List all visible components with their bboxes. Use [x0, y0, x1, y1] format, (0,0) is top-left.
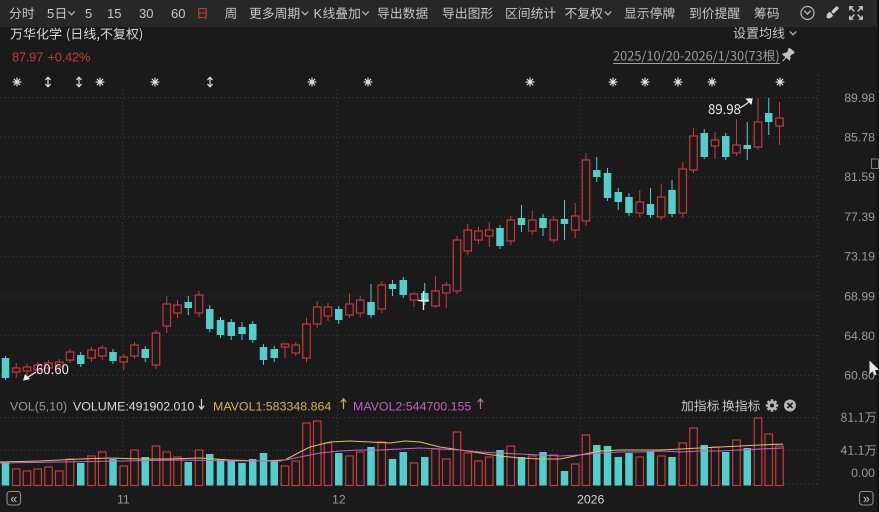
- svg-text:81.59: 81.59: [844, 170, 875, 184]
- svg-text:5: 5: [47, 6, 54, 21]
- svg-text:+0.42%: +0.42%: [48, 50, 91, 65]
- svg-text:VOL(5,10): VOL(5,10): [10, 400, 67, 414]
- svg-text:MAVOL1:583348.864: MAVOL1:583348.864: [213, 400, 331, 414]
- svg-text:87.97: 87.97: [12, 50, 43, 65]
- svg-text:15: 15: [107, 6, 121, 21]
- svg-text:«: «: [10, 492, 17, 506]
- svg-text:MAVOL2:544700.155: MAVOL2:544700.155: [353, 400, 471, 414]
- svg-text:12: 12: [332, 493, 346, 507]
- svg-text:2026: 2026: [577, 493, 605, 507]
- svg-text:0.00: 0.00: [851, 466, 875, 480]
- svg-text:73.19: 73.19: [844, 250, 875, 264]
- svg-text:VOLUME:491902.010: VOLUME:491902.010: [73, 400, 194, 414]
- svg-text:89.98: 89.98: [844, 91, 875, 105]
- svg-text:»: »: [863, 492, 870, 506]
- svg-text:64.80: 64.80: [844, 329, 875, 343]
- svg-text:60: 60: [171, 6, 185, 21]
- svg-text:K: K: [314, 6, 323, 21]
- svg-text:5: 5: [85, 6, 92, 21]
- svg-text:77.39: 77.39: [844, 210, 875, 224]
- svg-text:85.78: 85.78: [844, 131, 875, 145]
- svg-text:30: 30: [139, 6, 153, 21]
- svg-text:68.99: 68.99: [844, 289, 875, 303]
- svg-text:60.60: 60.60: [844, 369, 875, 383]
- svg-text:11: 11: [117, 493, 130, 507]
